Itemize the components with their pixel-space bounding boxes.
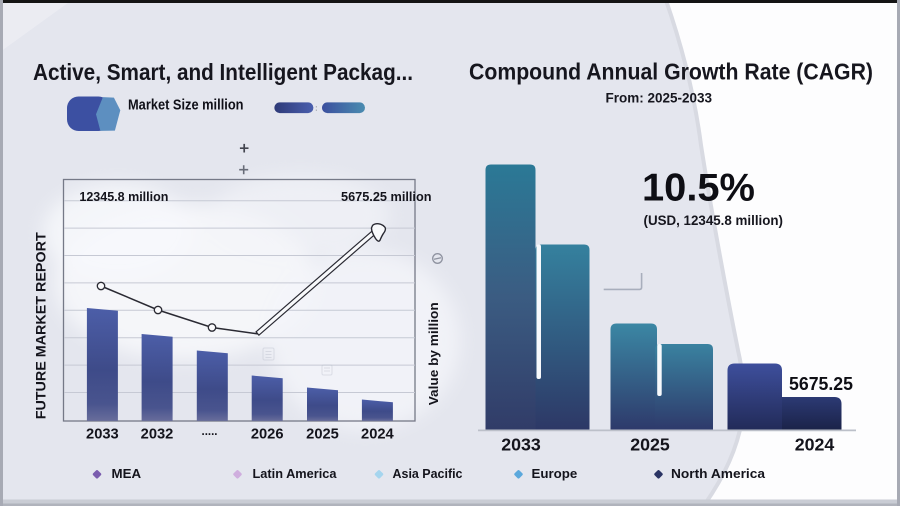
svg-text:North America: North America xyxy=(671,466,766,481)
svg-text:Market Size million: Market Size million xyxy=(128,97,244,114)
svg-text:2033: 2033 xyxy=(501,434,541,454)
svg-text:Latin America: Latin America xyxy=(253,466,338,481)
svg-text:Europe: Europe xyxy=(532,466,578,481)
svg-text:5675.25 million: 5675.25 million xyxy=(341,189,432,204)
svg-text:Asia Pacific: Asia Pacific xyxy=(393,466,463,481)
svg-text:2025: 2025 xyxy=(630,434,670,454)
svg-text:2024: 2024 xyxy=(361,427,395,443)
svg-text:FUTURE MARKET REPORT: FUTURE MARKET REPORT xyxy=(33,232,49,419)
svg-text:10.5%: 10.5% xyxy=(642,167,755,210)
svg-text:2033: 2033 xyxy=(86,427,119,443)
svg-text:From: 2025-2033: From: 2025-2033 xyxy=(606,91,713,106)
svg-text::: : xyxy=(315,106,317,113)
svg-text:(USD, 12345.8 million): (USD, 12345.8 million) xyxy=(644,213,784,228)
svg-text:.....: ..... xyxy=(202,426,218,438)
svg-text:12345.8 million: 12345.8 million xyxy=(79,189,168,204)
svg-text:MEA: MEA xyxy=(112,466,142,481)
svg-text:2025: 2025 xyxy=(306,427,339,443)
svg-text:5675.25: 5675.25 xyxy=(789,374,853,394)
svg-text:2026: 2026 xyxy=(251,427,284,443)
svg-text:2032: 2032 xyxy=(141,427,174,443)
svg-text:Active, Smart, and Intelligent: Active, Smart, and Intelligent Packag... xyxy=(33,59,413,85)
svg-text:Compound Annual Growth Rate (C: Compound Annual Growth Rate (CAGR) xyxy=(469,59,873,85)
svg-text:2024: 2024 xyxy=(795,434,835,454)
svg-text:Value by million: Value by million xyxy=(427,302,441,405)
